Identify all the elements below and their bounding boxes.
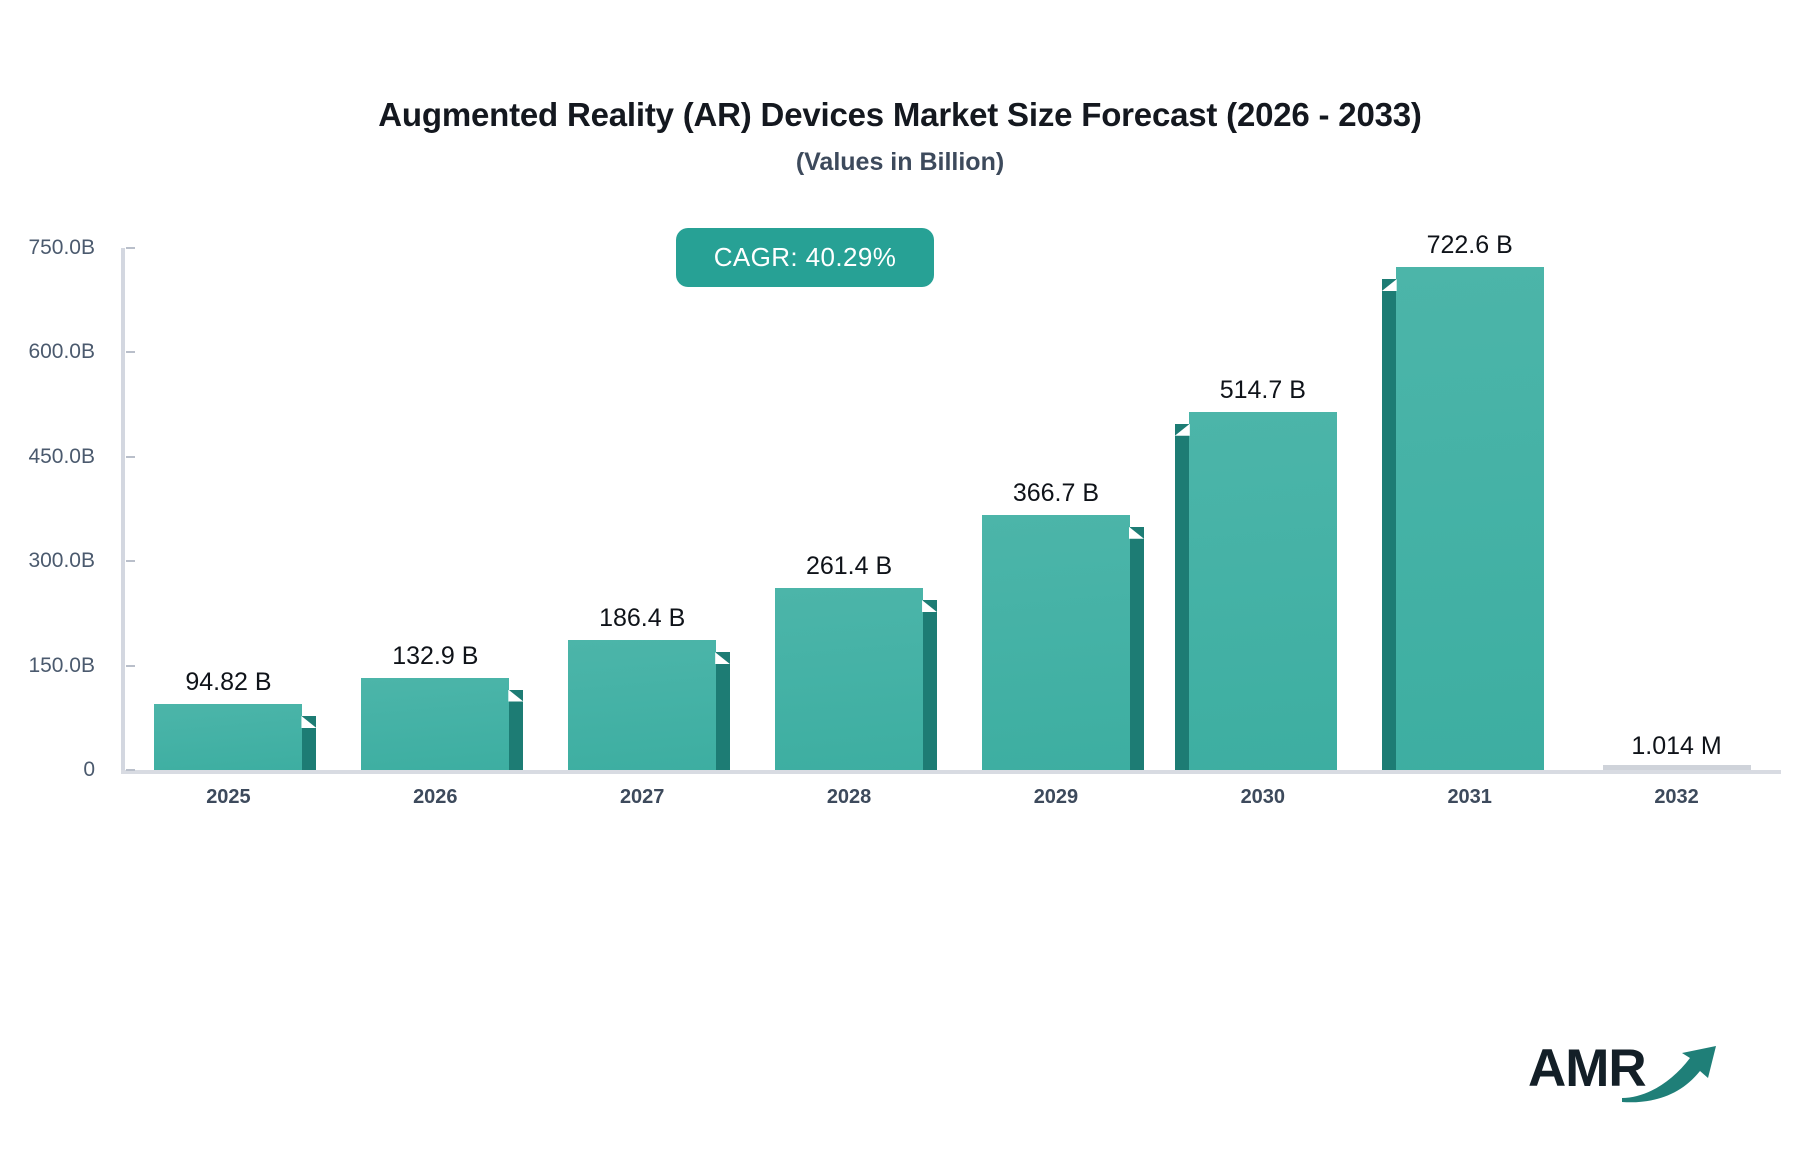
bar-value-label: 514.7 B [1219, 375, 1306, 404]
y-axis-tick-label: 450.0B [28, 444, 95, 468]
y-axis-line [121, 248, 125, 772]
bar[interactable]: 132.9 B [361, 642, 524, 770]
bar[interactable]: 514.7 B [1174, 376, 1337, 770]
bar-side-shadow [302, 716, 317, 770]
bar-side-shadow [923, 600, 938, 770]
bar-side-shadow [509, 689, 524, 770]
bar-face [361, 677, 510, 770]
bar-side-shadow [716, 652, 731, 770]
x-axis-tick-label: 2025 [206, 786, 251, 808]
growth-arrow-icon [1622, 1046, 1716, 1103]
bar-value-label: 366.7 B [1012, 478, 1100, 507]
x-axis-tick-label: 2026 [413, 786, 458, 808]
amr-logo: AMR [1528, 1040, 1718, 1110]
page-subtitle: (Values in Billion) [795, 148, 1005, 176]
y-axis-tick [126, 769, 135, 771]
bar-value-label: 94.82 B [185, 668, 272, 697]
y-axis-tick [126, 664, 135, 667]
bar-value-label: 186.4 B [599, 604, 686, 633]
x-axis-tick-label: 2029 [1033, 786, 1079, 808]
x-axis-tick-label: 2032 [1654, 786, 1699, 808]
x-axis-tick-label: 2027 [619, 786, 665, 808]
bar-face [981, 514, 1130, 770]
bar-value-label: 132.9 B [392, 641, 479, 670]
y-axis-tick-label: 0 [83, 758, 95, 781]
cagr-badge-label: CAGR: 40.29% [713, 242, 897, 272]
y-axis-tick-label: 600.0B [28, 340, 95, 364]
bar[interactable]: 722.6 B [1381, 231, 1544, 770]
bar-value-label: 722.6 B [1426, 231, 1513, 260]
x-axis-tick-label: 2031 [1447, 786, 1492, 808]
bar-side-shadow [1381, 279, 1396, 770]
bar[interactable]: 366.7 B [981, 479, 1144, 770]
bar-face [154, 704, 303, 770]
bar[interactable]: 94.82 B [154, 668, 317, 770]
y-axis-tick-label: 750.0B [28, 236, 95, 259]
bar[interactable]: 261.4 B [775, 552, 938, 770]
y-axis-tick [126, 247, 135, 249]
amr-logo-text: AMR [1528, 1039, 1647, 1098]
y-axis-tick-label: 150.0B [28, 653, 95, 677]
bar-side-shadow [1129, 526, 1144, 770]
page-title: Augmented Reality (AR) Devices Market Si… [378, 96, 1422, 133]
bar-value-label: 1.014 M [1631, 732, 1722, 760]
bar-face [1188, 411, 1337, 770]
y-axis-tick [126, 351, 135, 354]
cagr-badge: CAGR: 40.29% [676, 228, 934, 287]
y-axis-tick [126, 560, 135, 563]
bar[interactable]: 186.4 B [568, 604, 731, 770]
bar-face [568, 640, 717, 770]
bar-face [1395, 267, 1544, 770]
bar-face [775, 588, 924, 770]
y-axis-tick-label: 300.0B [28, 549, 95, 573]
x-axis-line [121, 770, 1781, 774]
y-axis-tick [126, 455, 135, 458]
x-axis-tick-label: 2028 [826, 786, 872, 808]
bar-value-label: 261.4 B [805, 552, 893, 581]
x-axis-tick-label: 2030 [1240, 786, 1286, 808]
bar[interactable] [1602, 765, 1751, 770]
bar-side-shadow [1174, 423, 1189, 770]
